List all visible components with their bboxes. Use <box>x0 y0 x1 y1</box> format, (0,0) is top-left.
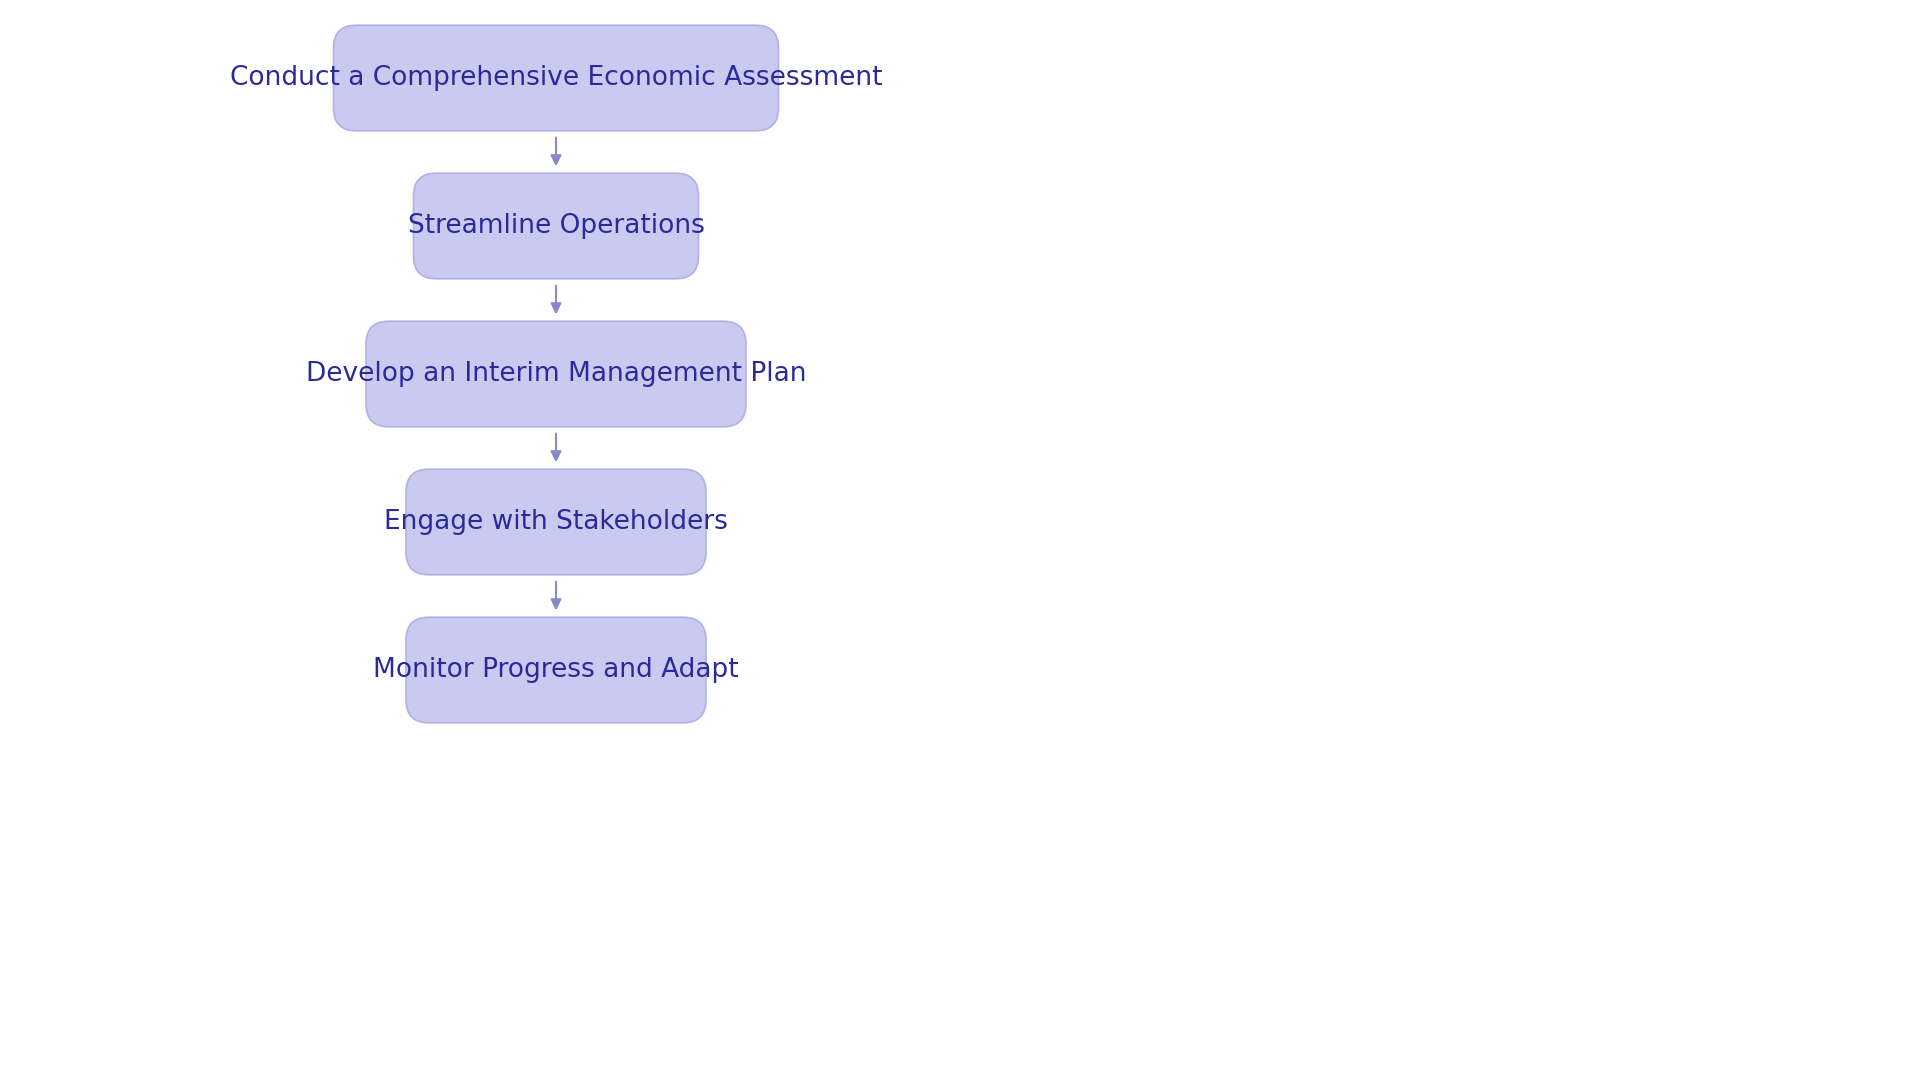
FancyBboxPatch shape <box>405 617 707 722</box>
Text: Engage with Stakeholders: Engage with Stakeholders <box>384 509 728 535</box>
FancyBboxPatch shape <box>413 173 699 278</box>
Text: Conduct a Comprehensive Economic Assessment: Conduct a Comprehensive Economic Assessm… <box>230 65 883 91</box>
Text: Monitor Progress and Adapt: Monitor Progress and Adapt <box>372 657 739 683</box>
Text: Develop an Interim Management Plan: Develop an Interim Management Plan <box>305 361 806 387</box>
FancyBboxPatch shape <box>405 469 707 575</box>
FancyBboxPatch shape <box>334 25 778 131</box>
FancyBboxPatch shape <box>367 322 747 427</box>
Text: Streamline Operations: Streamline Operations <box>407 213 705 239</box>
